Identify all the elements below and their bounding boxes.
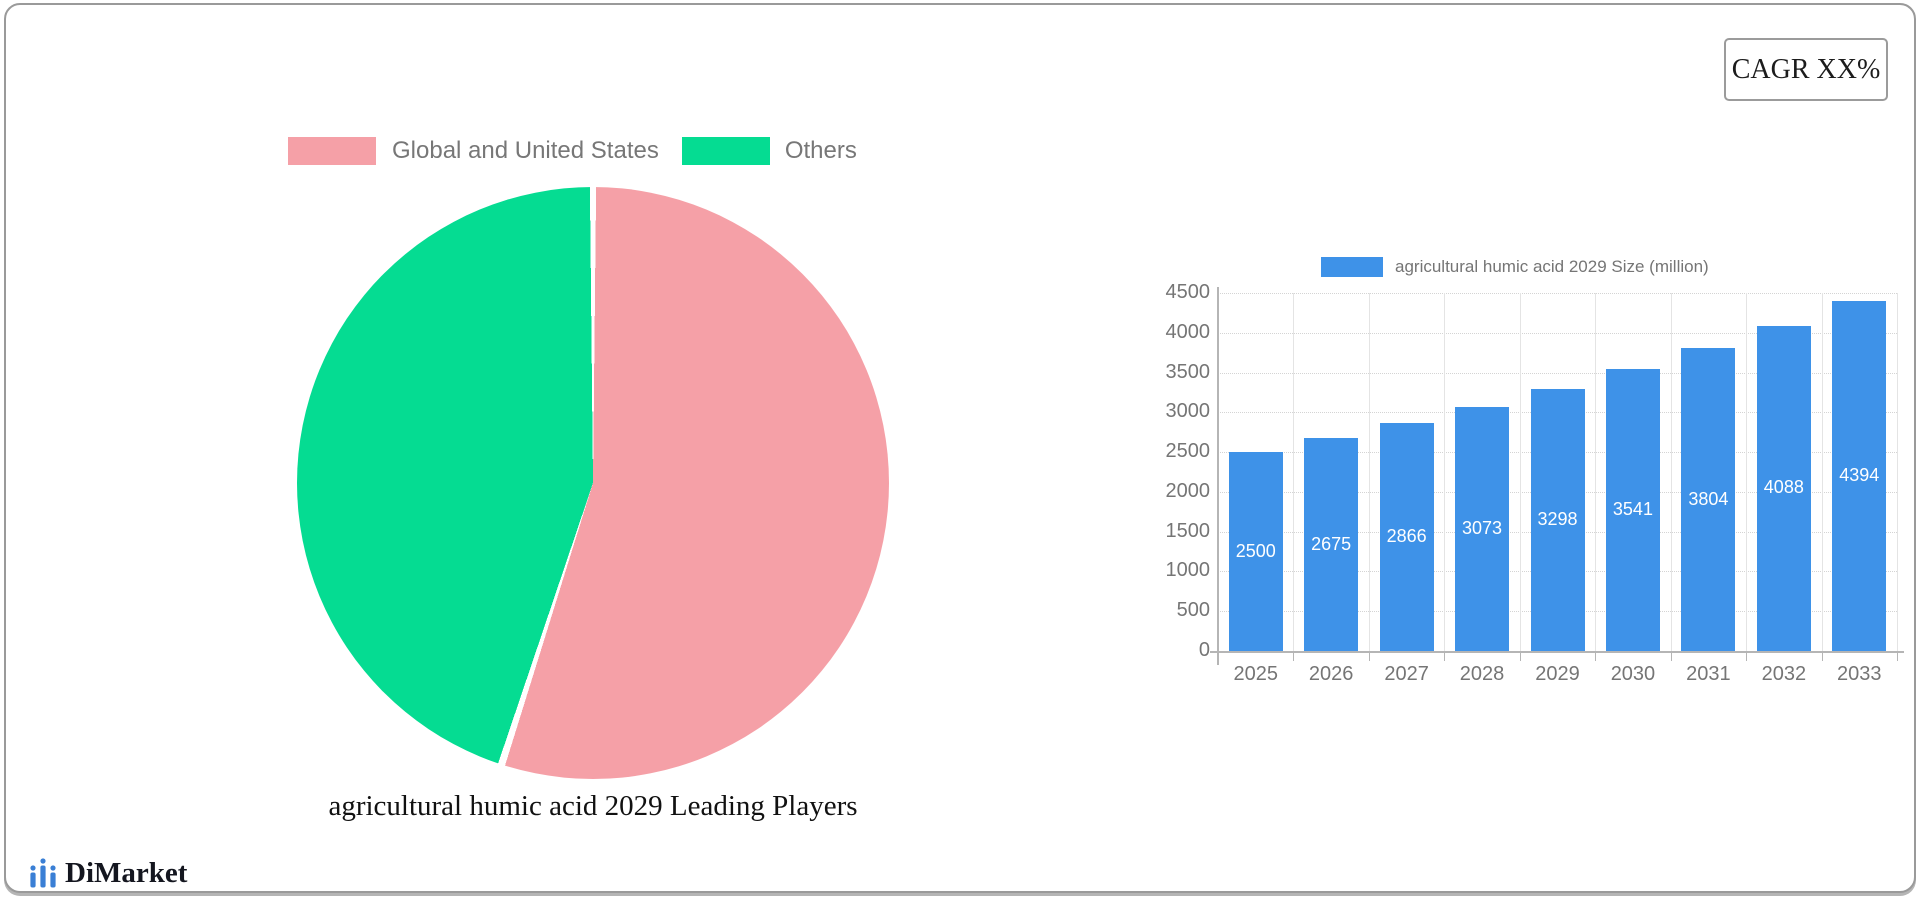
- x-tick-label: 2026: [1308, 663, 1354, 685]
- x-tick-label: 2030: [1610, 663, 1656, 685]
- bar-2033[interactable]: [1832, 301, 1887, 651]
- logo-text: DiMarket: [65, 857, 188, 889]
- legend-label-size[interactable]: agricultural humic acid 2029 Size (milli…: [1395, 257, 1709, 276]
- bar-2030[interactable]: [1605, 369, 1660, 651]
- v-gridline: [1293, 293, 1295, 651]
- y-tick-label: 1000: [1165, 559, 1211, 582]
- v-gridline: [1746, 293, 1748, 651]
- legend-swatch-global[interactable]: [288, 137, 376, 165]
- x-axis-tick: [1746, 653, 1748, 661]
- y-tick-label: 0: [1198, 639, 1210, 661]
- dimarket-logo: DiMarket: [28, 857, 187, 888]
- x-tick-label: 2031: [1686, 663, 1731, 685]
- x-axis-line: [1210, 651, 1904, 653]
- y-tick-label: 3000: [1165, 400, 1211, 423]
- bar-value-label: 4088: [1763, 477, 1804, 498]
- bar-value-label: 3073: [1462, 517, 1503, 538]
- bar-value-label: 2500: [1235, 540, 1276, 561]
- bar-2025[interactable]: [1228, 452, 1283, 651]
- bar-value-label: 2675: [1311, 533, 1352, 554]
- v-gridline: [1595, 293, 1597, 651]
- bar-value-label: 4394: [1839, 465, 1880, 486]
- y-tick-label: 2000: [1165, 479, 1211, 502]
- x-tick-label: 2033: [1837, 663, 1882, 685]
- bar-value-label: 3804: [1688, 488, 1729, 509]
- x-tick-label: 2028: [1459, 663, 1505, 685]
- x-axis-tick: [1897, 653, 1898, 661]
- legend-swatch-others[interactable]: [681, 137, 770, 165]
- bar-value-label: 2866: [1386, 525, 1427, 546]
- x-tick-label: 2027: [1384, 663, 1429, 685]
- bar-2032[interactable]: [1756, 325, 1811, 651]
- v-gridline: [1897, 293, 1898, 651]
- bar-chart-icon: [30, 858, 56, 888]
- bar-2026[interactable]: [1304, 438, 1359, 651]
- v-gridline: [1444, 293, 1446, 651]
- cagr-label: CAGR XX%: [1731, 53, 1881, 85]
- bar-2028[interactable]: [1455, 406, 1510, 651]
- cagr-badge: CAGR XX%: [1724, 38, 1888, 101]
- y-tick-label: 4500: [1165, 281, 1211, 303]
- pie-chart[interactable]: [297, 187, 889, 779]
- x-tick-label: 2025: [1233, 663, 1278, 685]
- x-tick-label: 2032: [1761, 663, 1807, 685]
- y-axis-line: [1217, 287, 1219, 665]
- bar-value-label: 3541: [1612, 499, 1653, 520]
- bar-chart-plot: 2500 2675 2866 3073 3298 3541 3804 4088 4394 202…: [1166, 281, 1904, 685]
- x-axis-tick: [1368, 653, 1370, 661]
- x-axis-tick: [1519, 653, 1521, 661]
- bar-legend[interactable]: agricultural humic acid 2029 Size (milli…: [1321, 256, 1709, 278]
- bar-2027[interactable]: [1379, 423, 1434, 651]
- y-tick-label: 500: [1176, 599, 1210, 622]
- legend-label-global[interactable]: Global and United States: [392, 137, 659, 164]
- bar-2029[interactable]: [1530, 388, 1585, 651]
- x-axis-tick: [1444, 653, 1446, 661]
- legend-label-others[interactable]: Others: [784, 137, 857, 164]
- v-gridline: [1670, 293, 1672, 651]
- v-gridline: [1368, 293, 1370, 651]
- y-tick-label: 3500: [1165, 360, 1211, 383]
- y-tick-label: 2500: [1165, 440, 1211, 463]
- h-gridline: [1218, 372, 1897, 374]
- x-axis-tick: [1595, 653, 1597, 661]
- h-gridline: [1218, 293, 1897, 294]
- y-tick-label: 4000: [1165, 320, 1211, 343]
- bar-value-label: 3298: [1537, 508, 1578, 529]
- x-axis-tick: [1670, 653, 1672, 661]
- h-gridline: [1218, 332, 1897, 334]
- x-axis-tick: [1293, 653, 1295, 661]
- pie-caption: agricultural humic acid 2029 Leading Pla…: [328, 790, 858, 822]
- x-tick-label: 2029: [1535, 663, 1580, 685]
- bar-2031[interactable]: [1681, 348, 1736, 651]
- v-gridline: [1821, 293, 1823, 651]
- y-tick-label: 1500: [1165, 519, 1211, 542]
- x-axis-tick: [1218, 653, 1219, 661]
- pie-legend: Global and United States Others: [288, 136, 857, 166]
- x-axis-tick: [1821, 653, 1823, 661]
- report-card: CAGR XX% Global and United States Others…: [4, 3, 1916, 893]
- legend-swatch-size[interactable]: [1321, 257, 1383, 277]
- v-gridline: [1519, 293, 1521, 651]
